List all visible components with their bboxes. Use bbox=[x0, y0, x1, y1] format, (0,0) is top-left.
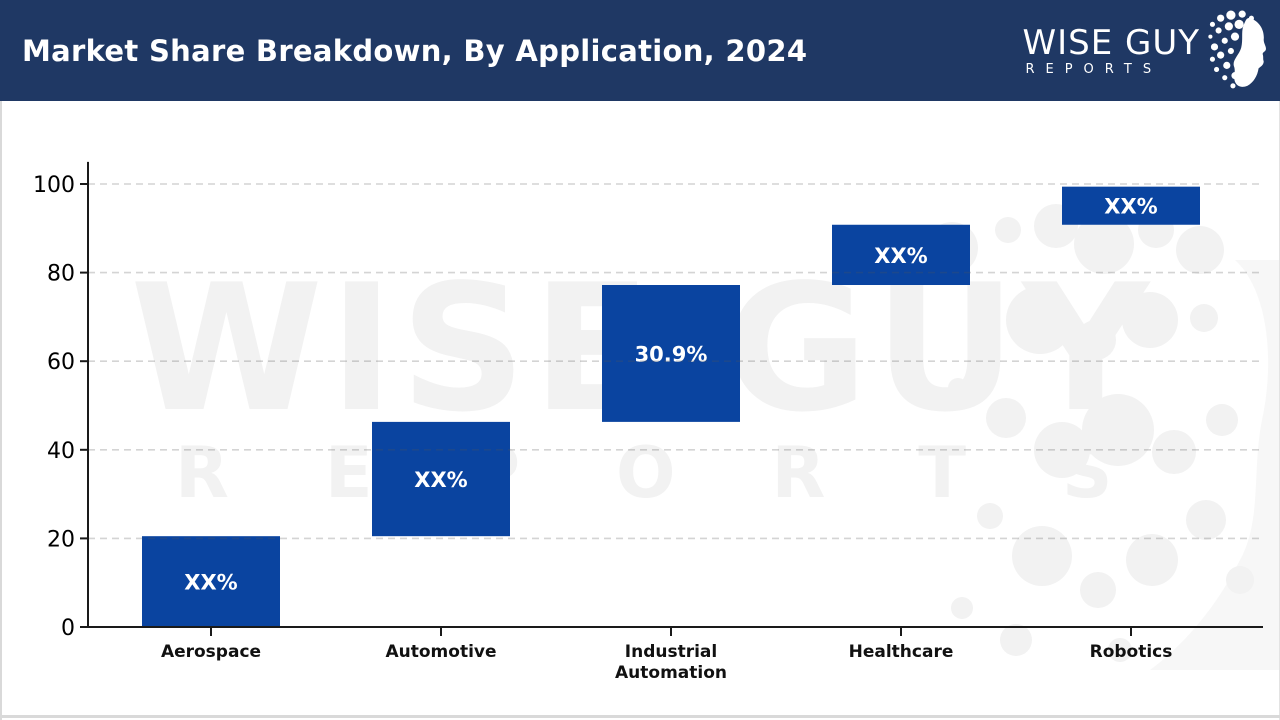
x-category-label: Robotics bbox=[1090, 642, 1173, 662]
bar-value-label: XX% bbox=[1104, 195, 1157, 219]
logo-head-icon bbox=[1208, 10, 1266, 88]
x-category-label: Automation bbox=[615, 663, 727, 683]
header: Market Share Breakdown, By Application, … bbox=[0, 0, 1280, 101]
y-tick-label: 40 bbox=[47, 439, 75, 464]
y-tick-label: 100 bbox=[33, 173, 75, 198]
wiseguy-logo: WISE GUY REPORTS bbox=[1022, 10, 1266, 92]
bar-value-label: XX% bbox=[874, 244, 927, 268]
page-title: Market Share Breakdown, By Application, … bbox=[22, 33, 808, 68]
bar-segment bbox=[602, 285, 740, 422]
bar-value-label: XX% bbox=[184, 571, 237, 595]
y-tick-label: 80 bbox=[47, 262, 75, 287]
x-category-label: Aerospace bbox=[161, 642, 261, 662]
bar-value-label: 30.9% bbox=[635, 342, 708, 366]
bar-segment bbox=[372, 421, 510, 537]
x-category-label: Healthcare bbox=[849, 642, 954, 662]
x-category-label: Industrial bbox=[625, 642, 717, 662]
page-left-border bbox=[0, 101, 2, 720]
y-tick-label: 20 bbox=[47, 527, 75, 552]
x-category-label: Automotive bbox=[385, 642, 496, 662]
y-tick-label: 0 bbox=[61, 616, 75, 641]
bar-segment bbox=[142, 536, 280, 627]
logo-wordmark: WISE GUY bbox=[1022, 22, 1200, 63]
y-tick-label: 60 bbox=[47, 350, 75, 375]
footer-rule bbox=[0, 715, 1280, 718]
logo-subtext: REPORTS bbox=[1025, 61, 1163, 77]
bar-value-label: XX% bbox=[414, 468, 467, 492]
